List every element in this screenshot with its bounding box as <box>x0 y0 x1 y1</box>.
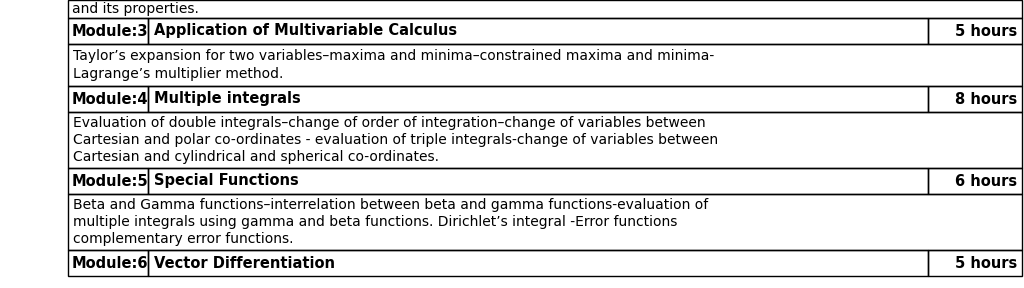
Text: Evaluation of double integrals–change of order of integration–change of variable: Evaluation of double integrals–change of… <box>73 116 706 130</box>
Bar <box>68 0 1022 18</box>
Bar <box>68 86 148 112</box>
Bar <box>928 250 1022 276</box>
Text: Beta and Gamma functions–interrelation between beta and gamma functions-evaluati: Beta and Gamma functions–interrelation b… <box>73 198 709 212</box>
Text: Special Functions: Special Functions <box>154 173 299 189</box>
Text: Taylor’s expansion for two variables–maxima and minima–constrained maxima and mi: Taylor’s expansion for two variables–max… <box>73 49 715 63</box>
Text: Application of Multivariable Calculus: Application of Multivariable Calculus <box>154 24 457 39</box>
Text: Module:5: Module:5 <box>72 173 148 189</box>
Bar <box>148 168 928 194</box>
Text: and its properties.: and its properties. <box>72 2 199 16</box>
Bar <box>68 250 148 276</box>
Bar <box>68 18 148 44</box>
Text: Lagrange’s multiplier method.: Lagrange’s multiplier method. <box>73 67 284 81</box>
Text: 8 hours: 8 hours <box>954 92 1017 107</box>
Text: Module:3: Module:3 <box>72 24 148 39</box>
Text: 6 hours: 6 hours <box>954 173 1017 189</box>
Text: Multiple integrals: Multiple integrals <box>154 92 301 107</box>
Text: complementary error functions.: complementary error functions. <box>73 232 294 246</box>
Text: Cartesian and polar co-ordinates - evaluation of triple integrals-change of vari: Cartesian and polar co-ordinates - evalu… <box>73 133 718 147</box>
Bar <box>68 168 148 194</box>
Bar <box>928 18 1022 44</box>
Bar <box>928 86 1022 112</box>
Bar <box>928 168 1022 194</box>
Text: Vector Differentiation: Vector Differentiation <box>154 255 335 270</box>
Text: 5 hours: 5 hours <box>954 24 1017 39</box>
Bar <box>148 250 928 276</box>
Text: multiple integrals using gamma and beta functions. Dirichlet’s integral -Error f: multiple integrals using gamma and beta … <box>73 215 677 229</box>
Bar <box>68 44 1022 86</box>
Bar <box>68 194 1022 250</box>
Text: 5 hours: 5 hours <box>954 255 1017 270</box>
Text: Cartesian and cylindrical and spherical co-ordinates.: Cartesian and cylindrical and spherical … <box>73 150 439 164</box>
Bar <box>68 112 1022 168</box>
Bar <box>148 18 928 44</box>
Bar <box>148 86 928 112</box>
Text: Module:4: Module:4 <box>72 92 148 107</box>
Text: Module:6: Module:6 <box>72 255 148 270</box>
